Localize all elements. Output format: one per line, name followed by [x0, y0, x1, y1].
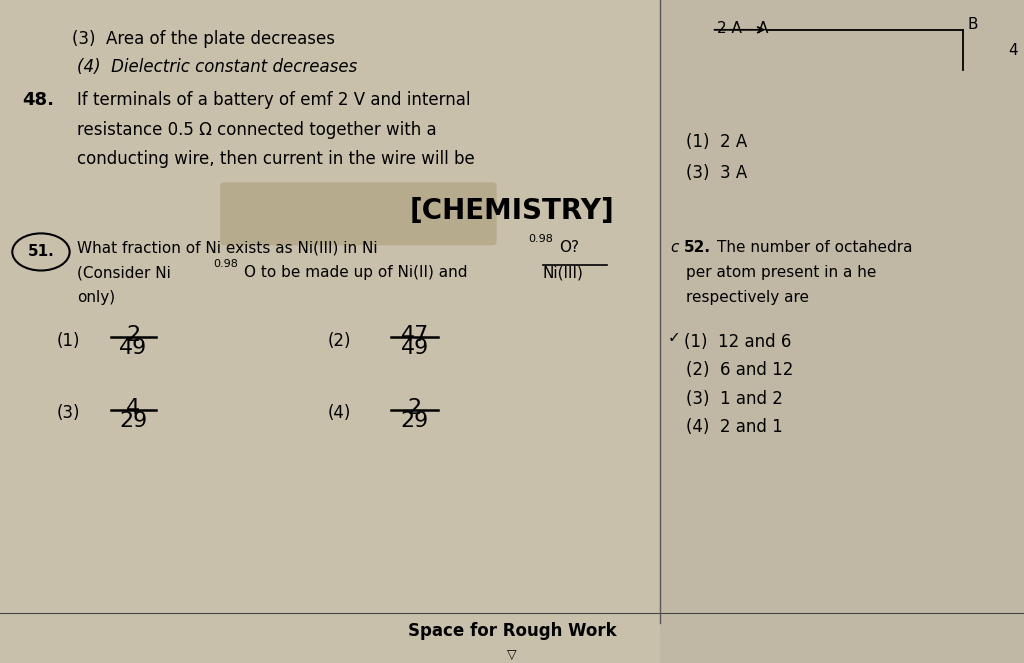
Text: Space for Rough Work: Space for Rough Work: [408, 622, 616, 640]
Text: (3)  Area of the plate decreases: (3) Area of the plate decreases: [72, 30, 335, 48]
Text: Ni(III): Ni(III): [543, 265, 584, 280]
Text: (Consider Ni: (Consider Ni: [77, 265, 171, 280]
Text: (1)  12 and 6: (1) 12 and 6: [684, 333, 792, 351]
Text: (4)  Dielectric constant decreases: (4) Dielectric constant decreases: [77, 58, 357, 76]
Text: (3)  1 and 2: (3) 1 and 2: [686, 390, 783, 408]
Text: (3): (3): [56, 404, 80, 422]
Text: (2)  6 and 12: (2) 6 and 12: [686, 361, 794, 379]
Text: (2): (2): [328, 332, 351, 349]
Text: 29: 29: [119, 411, 147, 431]
Text: 4: 4: [1009, 43, 1018, 58]
Text: 0.98: 0.98: [213, 259, 238, 269]
Text: 51.: 51.: [28, 245, 54, 259]
Text: (4): (4): [328, 404, 351, 422]
Text: respectively are: respectively are: [686, 290, 809, 306]
Text: (4)  2 and 1: (4) 2 and 1: [686, 418, 782, 436]
Text: O to be made up of Ni(II) and: O to be made up of Ni(II) and: [244, 265, 467, 280]
Text: c: c: [671, 240, 679, 255]
Text: 2 A: 2 A: [717, 21, 741, 36]
Text: 48.: 48.: [23, 91, 54, 109]
Bar: [660, 0, 1024, 663]
Text: A: A: [758, 21, 768, 36]
Text: 49: 49: [400, 338, 429, 358]
Text: [CHEMISTRY]: [CHEMISTRY]: [410, 197, 614, 225]
Text: 49: 49: [119, 338, 147, 358]
FancyBboxPatch shape: [220, 182, 497, 245]
Text: 52.: 52.: [684, 240, 711, 255]
Text: What fraction of Ni exists as Ni(III) in Ni: What fraction of Ni exists as Ni(III) in…: [77, 240, 378, 255]
Text: only): only): [77, 290, 115, 306]
Text: O?: O?: [559, 240, 580, 255]
Text: 2: 2: [408, 398, 422, 418]
Text: If terminals of a battery of emf 2 V and internal: If terminals of a battery of emf 2 V and…: [77, 91, 470, 109]
Text: (1)  2 A: (1) 2 A: [686, 133, 748, 151]
Text: (1): (1): [56, 332, 80, 349]
Text: per atom present in a he: per atom present in a he: [686, 265, 877, 280]
Text: 0.98: 0.98: [528, 234, 553, 244]
Text: The number of octahedra: The number of octahedra: [717, 240, 912, 255]
Text: (3)  3 A: (3) 3 A: [686, 164, 748, 182]
Text: ▽: ▽: [507, 648, 517, 662]
Text: 29: 29: [400, 411, 429, 431]
Text: ✓: ✓: [668, 330, 680, 345]
Text: conducting wire, then current in the wire will be: conducting wire, then current in the wir…: [77, 150, 474, 168]
Text: 2: 2: [126, 325, 140, 345]
Text: 4: 4: [126, 398, 140, 418]
Text: resistance 0.5 Ω connected together with a: resistance 0.5 Ω connected together with…: [77, 121, 436, 139]
Text: 47: 47: [400, 325, 429, 345]
Text: B: B: [968, 17, 978, 32]
